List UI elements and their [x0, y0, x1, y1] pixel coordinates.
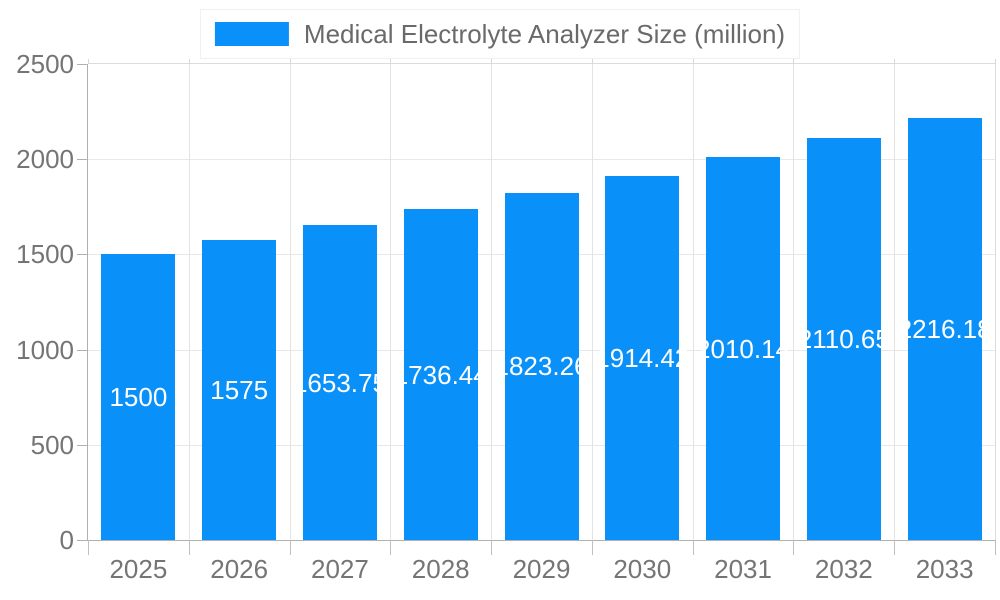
gridline	[88, 159, 995, 161]
y-axis-label: 1500	[16, 239, 74, 270]
top-axis-tick	[995, 59, 996, 64]
x-axis-label: 2029	[512, 554, 571, 584]
x-axis-label: 2027	[311, 554, 369, 584]
top-axis-tick	[188, 59, 190, 64]
plot-right-border	[995, 64, 996, 540]
top-axis-tick	[491, 59, 493, 64]
y-axis-tick	[77, 64, 88, 65]
bar-2031[interactable]	[706, 157, 781, 540]
bar-2029[interactable]	[504, 192, 579, 540]
y-axis-label: 0	[59, 525, 74, 555]
x-axis-tick	[995, 540, 996, 555]
x-axis-tick	[591, 540, 593, 555]
x-axis-label: 2028	[411, 554, 470, 584]
y-axis-label: 2000	[16, 144, 74, 175]
x-axis-tick	[289, 540, 291, 555]
x-axis-label: 2033	[915, 554, 974, 584]
y-axis-tick	[77, 540, 88, 541]
top-axis-tick	[591, 59, 593, 64]
y-axis-tick	[77, 349, 88, 351]
top-axis-tick	[793, 59, 795, 64]
bar-2033[interactable]	[907, 118, 982, 540]
top-axis-tick	[289, 59, 291, 64]
gridline	[692, 64, 694, 540]
top-axis-tick	[390, 59, 392, 64]
x-axis-tick	[894, 540, 896, 555]
bar-2030[interactable]	[605, 175, 680, 540]
bar-2025[interactable]	[101, 254, 176, 540]
x-axis-tick	[88, 540, 89, 555]
x-axis-tick	[390, 540, 392, 555]
y-axis-tick	[77, 254, 88, 256]
x-axis-line	[88, 540, 995, 541]
y-axis-label: 500	[30, 429, 74, 460]
top-axis-tick	[88, 59, 89, 64]
gridline	[591, 64, 593, 540]
top-axis-tick	[692, 59, 694, 64]
legend-swatch-icon	[214, 22, 289, 46]
gridline	[289, 64, 291, 540]
plot-top-border	[88, 63, 995, 64]
x-axis-tick	[188, 540, 190, 555]
plot-area: 1500 1575 1653.75 1736.44 1823.26 1914.42 2010…	[77, 59, 996, 555]
x-axis-tick	[491, 540, 493, 555]
gridline	[894, 64, 896, 540]
x-axis-label: 2032	[814, 554, 873, 584]
x-axis-label: 2030	[613, 554, 672, 584]
x-axis-tick	[692, 540, 694, 555]
x-axis-label: 2031	[714, 554, 772, 584]
top-axis-tick	[894, 59, 896, 64]
gridline	[491, 64, 493, 540]
y-axis-label: 2500	[16, 49, 74, 79]
y-axis-line	[87, 64, 88, 540]
legend-label: Medical Electrolyte Analyzer Size (milli…	[303, 19, 786, 49]
gridline	[793, 64, 795, 540]
legend[interactable]: Medical Electrolyte Analyzer Size (milli…	[199, 9, 801, 59]
bar-2026[interactable]	[202, 240, 277, 540]
y-axis-label: 1000	[16, 334, 74, 365]
x-axis-label: 2025	[109, 554, 168, 584]
x-axis-label: 2026	[210, 554, 269, 584]
gridline	[390, 64, 392, 540]
bar-2028[interactable]	[403, 209, 478, 540]
x-axis-tick	[793, 540, 795, 555]
gridline	[188, 64, 190, 540]
bar-2027[interactable]	[302, 225, 377, 540]
bar-2032[interactable]	[806, 138, 881, 540]
y-axis-tick	[77, 444, 88, 446]
y-axis-tick	[77, 159, 88, 161]
